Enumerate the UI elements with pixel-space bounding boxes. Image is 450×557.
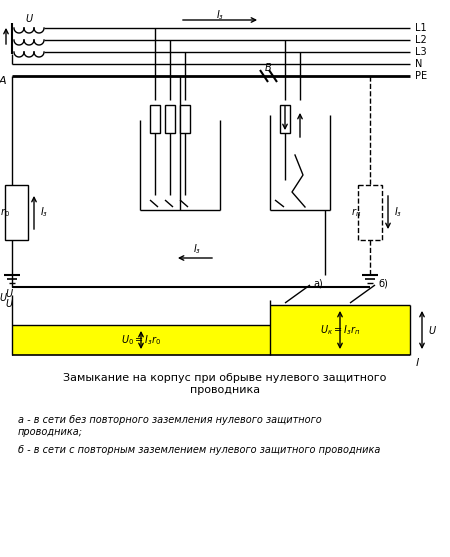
Bar xyxy=(165,105,175,133)
Bar xyxy=(12,325,270,355)
Text: $I_з$: $I_з$ xyxy=(394,206,402,219)
Text: $U$: $U$ xyxy=(24,12,33,24)
Text: $I_з$: $I_з$ xyxy=(40,206,48,219)
Bar xyxy=(150,105,160,133)
Text: $B$: $B$ xyxy=(264,61,272,73)
Text: $U_к=I_з r_п$: $U_к=I_з r_п$ xyxy=(320,323,360,337)
Text: $I_з$: $I_з$ xyxy=(216,8,224,22)
Bar xyxy=(358,185,382,240)
Text: а - в сети без повторного заземления нулевого защитного
проводника;: а - в сети без повторного заземления нул… xyxy=(18,415,322,437)
Text: $r_п$: $r_п$ xyxy=(351,206,361,219)
Text: $U$: $U$ xyxy=(0,291,8,303)
Bar xyxy=(180,105,190,133)
Text: Замыкание на корпус при обрыве нулевого защитного
проводника: Замыкание на корпус при обрыве нулевого … xyxy=(63,373,387,394)
Text: $U$: $U$ xyxy=(428,324,436,336)
Text: $A$: $A$ xyxy=(0,74,7,86)
Text: б - в сети с повторным заземлением нулевого защитного проводника: б - в сети с повторным заземлением нулев… xyxy=(18,445,380,455)
Text: $r_0$: $r_0$ xyxy=(0,206,9,219)
Text: L1: L1 xyxy=(415,23,427,33)
Text: б): б) xyxy=(378,278,388,288)
Text: $U$: $U$ xyxy=(4,287,13,299)
Text: L2: L2 xyxy=(415,35,427,45)
Text: PE: PE xyxy=(415,71,427,81)
Text: $I_з$: $I_з$ xyxy=(193,242,201,256)
Text: а): а) xyxy=(313,278,323,288)
Bar xyxy=(270,305,410,355)
Bar xyxy=(280,105,290,133)
Bar xyxy=(5,185,28,240)
Text: L3: L3 xyxy=(415,47,427,57)
Text: $U_0=I_з r_0$: $U_0=I_з r_0$ xyxy=(121,333,161,347)
Text: $U$: $U$ xyxy=(4,297,13,309)
Text: $l$: $l$ xyxy=(415,356,420,368)
Text: N: N xyxy=(415,59,423,69)
